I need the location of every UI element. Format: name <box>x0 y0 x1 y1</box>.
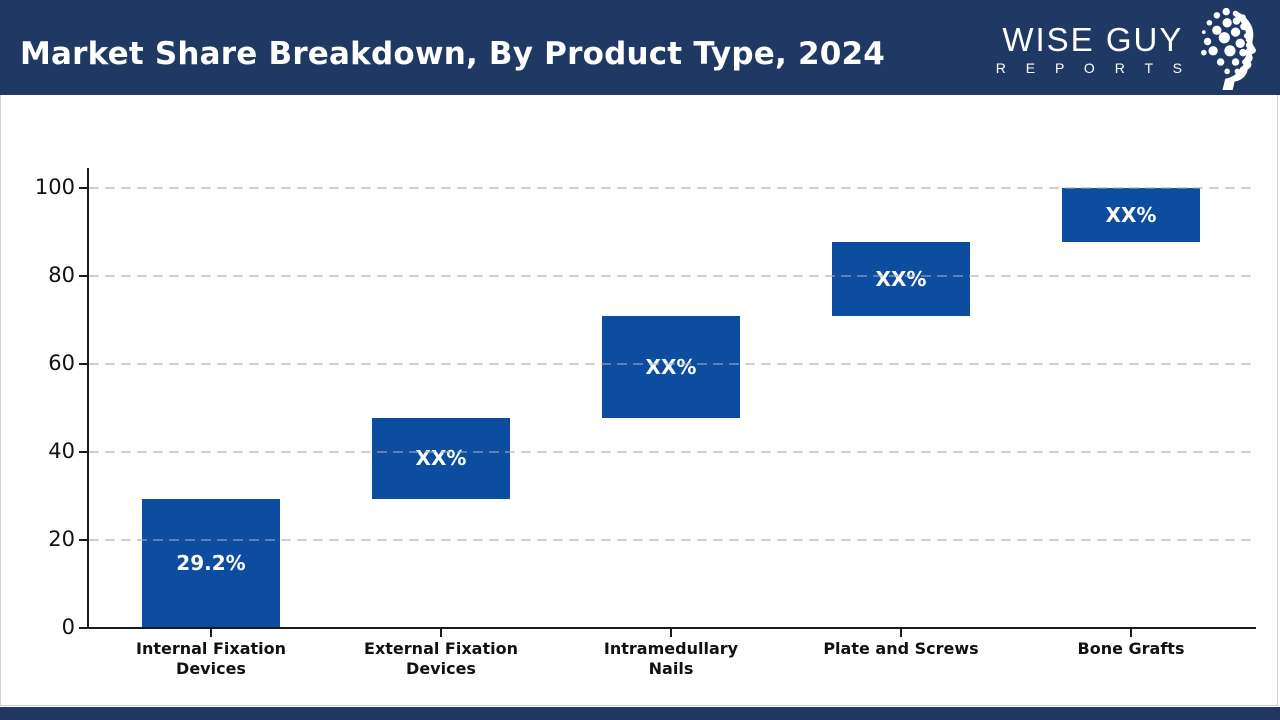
bar-value-label-plate-and-screws: XX% <box>875 266 927 291</box>
x-category-label-internal-fixation-devices: Internal Fixation Devices <box>135 639 287 678</box>
brand-logo: WISE GUY R E P O R T S <box>996 6 1264 90</box>
x-tick-intramedullary-nails <box>670 629 672 637</box>
brand-logo-text: WISE GUY R E P O R T S <box>996 21 1190 76</box>
x-tick-external-fixation-devices <box>440 629 442 637</box>
y-tick-label-40: 40 <box>48 438 75 463</box>
x-tick-bone-grafts <box>1130 629 1132 637</box>
bar-value-label-intramedullary-nails: XX% <box>645 354 697 379</box>
y-tick-label-100: 100 <box>34 174 75 199</box>
y-tick-40 <box>79 450 87 453</box>
y-tick-60 <box>79 362 87 365</box>
x-category-label-intramedullary-nails: Intramedullary Nails <box>603 639 739 678</box>
x-tick-internal-fixation-devices <box>210 629 212 637</box>
gridline-60 <box>89 362 1256 365</box>
x-tick-plate-and-screws <box>900 629 902 637</box>
bar-bone-grafts: XX% <box>1062 187 1200 242</box>
bar-plate-and-screws: XX% <box>832 241 970 316</box>
bar-value-label-internal-fixation-devices: 29.2% <box>176 551 246 576</box>
bar-intramedullary-nails: XX% <box>602 315 740 418</box>
y-tick-20 <box>79 538 87 541</box>
x-category-label-plate-and-screws: Plate and Screws <box>823 639 979 658</box>
y-axis-line <box>87 168 89 629</box>
y-tick-80 <box>79 274 87 277</box>
page-title: Market Share Breakdown, By Product Type,… <box>20 36 886 72</box>
brand-head-icon <box>1201 7 1257 90</box>
gridline-40 <box>89 450 1256 453</box>
y-tick-label-60: 60 <box>48 350 75 375</box>
y-tick-label-0: 0 <box>61 614 75 639</box>
y-tick-100 <box>79 186 87 189</box>
y-tick-0 <box>79 626 87 629</box>
bar-external-fixation-devices: XX% <box>372 417 510 499</box>
x-category-label-external-fixation-devices: External Fixation Devices <box>364 639 518 678</box>
y-tick-label-80: 80 <box>48 262 75 287</box>
gridline-100 <box>89 186 1256 189</box>
gridline-20 <box>89 538 1256 541</box>
bar-internal-fixation-devices: 29.2% <box>142 499 280 628</box>
brand-name: WISE GUY <box>1002 20 1184 58</box>
brand-subname: R E P O R T S <box>995 59 1190 76</box>
gridline-80 <box>89 274 1256 277</box>
x-category-label-bone-grafts: Bone Grafts <box>1077 639 1185 658</box>
bar-value-label-bone-grafts: XX% <box>1105 202 1157 227</box>
footer-bar <box>0 707 1280 720</box>
y-tick-label-20: 20 <box>48 526 75 551</box>
bar-value-label-external-fixation-devices: XX% <box>415 446 467 471</box>
x-axis-line <box>85 627 1256 629</box>
header-bar: Market Share Breakdown, By Product Type,… <box>0 0 1280 95</box>
